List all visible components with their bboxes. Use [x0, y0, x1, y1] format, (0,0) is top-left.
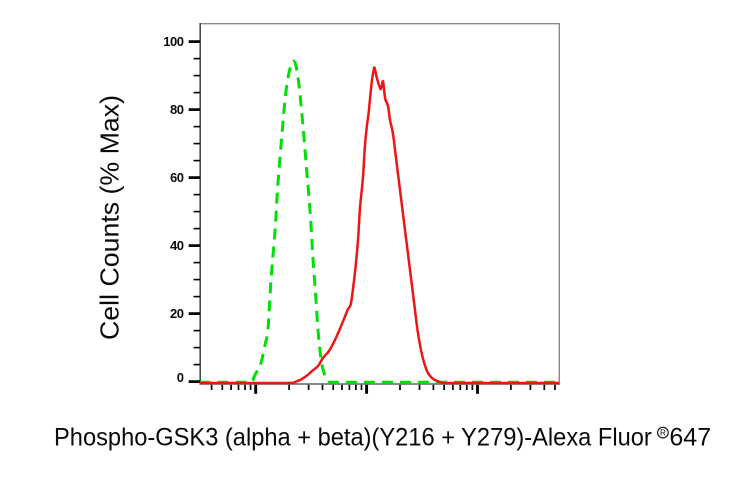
- svg-text:R: R: [660, 429, 666, 438]
- svg-text:Phospho-GSK3 (alpha + beta)(Y2: Phospho-GSK3 (alpha + beta)(Y216 + Y279)…: [54, 424, 652, 452]
- svg-text:Cell Counts (% Max): Cell Counts (% Max): [95, 95, 125, 340]
- svg-text:647: 647: [669, 424, 711, 452]
